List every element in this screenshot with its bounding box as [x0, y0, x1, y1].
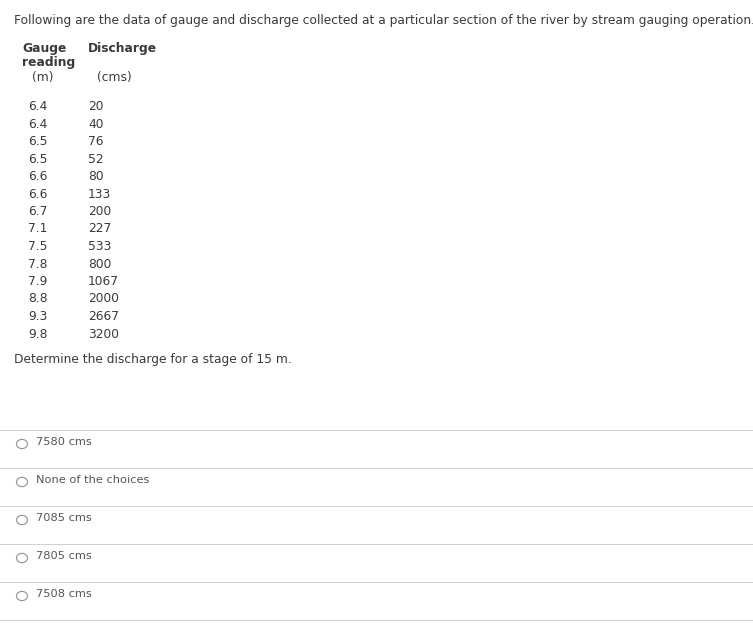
Text: Following are the data of gauge and discharge collected at a particular section : Following are the data of gauge and disc… — [14, 14, 753, 27]
Text: 6.4: 6.4 — [28, 100, 47, 113]
Text: 52: 52 — [88, 152, 104, 166]
Text: 6.6: 6.6 — [28, 170, 47, 183]
Text: 6.5: 6.5 — [28, 135, 47, 148]
Text: 76: 76 — [88, 135, 103, 148]
Text: 8.8: 8.8 — [28, 293, 47, 305]
Text: 40: 40 — [88, 118, 103, 130]
Text: reading: reading — [22, 56, 75, 69]
Text: None of the choices: None of the choices — [36, 475, 149, 485]
Text: Gauge: Gauge — [22, 42, 66, 55]
Text: 7.5: 7.5 — [28, 240, 47, 253]
Text: Discharge: Discharge — [88, 42, 157, 55]
Text: 2000: 2000 — [88, 293, 119, 305]
Text: 7.9: 7.9 — [28, 275, 47, 288]
Text: 7580 cms: 7580 cms — [36, 437, 92, 447]
Text: 6.7: 6.7 — [28, 205, 47, 218]
Text: 133: 133 — [88, 188, 111, 200]
Text: 6.4: 6.4 — [28, 118, 47, 130]
Text: 533: 533 — [88, 240, 111, 253]
Text: 20: 20 — [88, 100, 103, 113]
Text: 7805 cms: 7805 cms — [36, 551, 92, 561]
Text: (cms): (cms) — [97, 71, 132, 84]
Text: 2667: 2667 — [88, 310, 119, 323]
Text: 7508 cms: 7508 cms — [36, 589, 92, 599]
Text: 80: 80 — [88, 170, 104, 183]
Text: 6.5: 6.5 — [28, 152, 47, 166]
Text: 9.8: 9.8 — [28, 327, 47, 341]
Text: 227: 227 — [88, 222, 111, 236]
Text: 9.3: 9.3 — [28, 310, 47, 323]
Text: 7.1: 7.1 — [28, 222, 47, 236]
Text: 6.6: 6.6 — [28, 188, 47, 200]
Text: 7.8: 7.8 — [28, 257, 47, 270]
Text: 7085 cms: 7085 cms — [36, 513, 92, 523]
Text: Determine the discharge for a stage of 15 m.: Determine the discharge for a stage of 1… — [14, 353, 291, 367]
Text: 3200: 3200 — [88, 327, 119, 341]
Text: (m): (m) — [32, 71, 53, 84]
Text: 800: 800 — [88, 257, 111, 270]
Text: 1067: 1067 — [88, 275, 119, 288]
Text: 200: 200 — [88, 205, 111, 218]
